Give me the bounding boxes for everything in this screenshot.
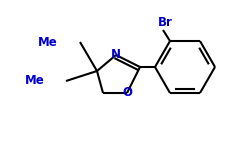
Text: Me: Me	[25, 75, 45, 88]
Text: Br: Br	[158, 15, 173, 28]
Text: Me: Me	[38, 35, 58, 48]
Text: N: N	[111, 48, 121, 61]
Text: O: O	[122, 87, 132, 100]
